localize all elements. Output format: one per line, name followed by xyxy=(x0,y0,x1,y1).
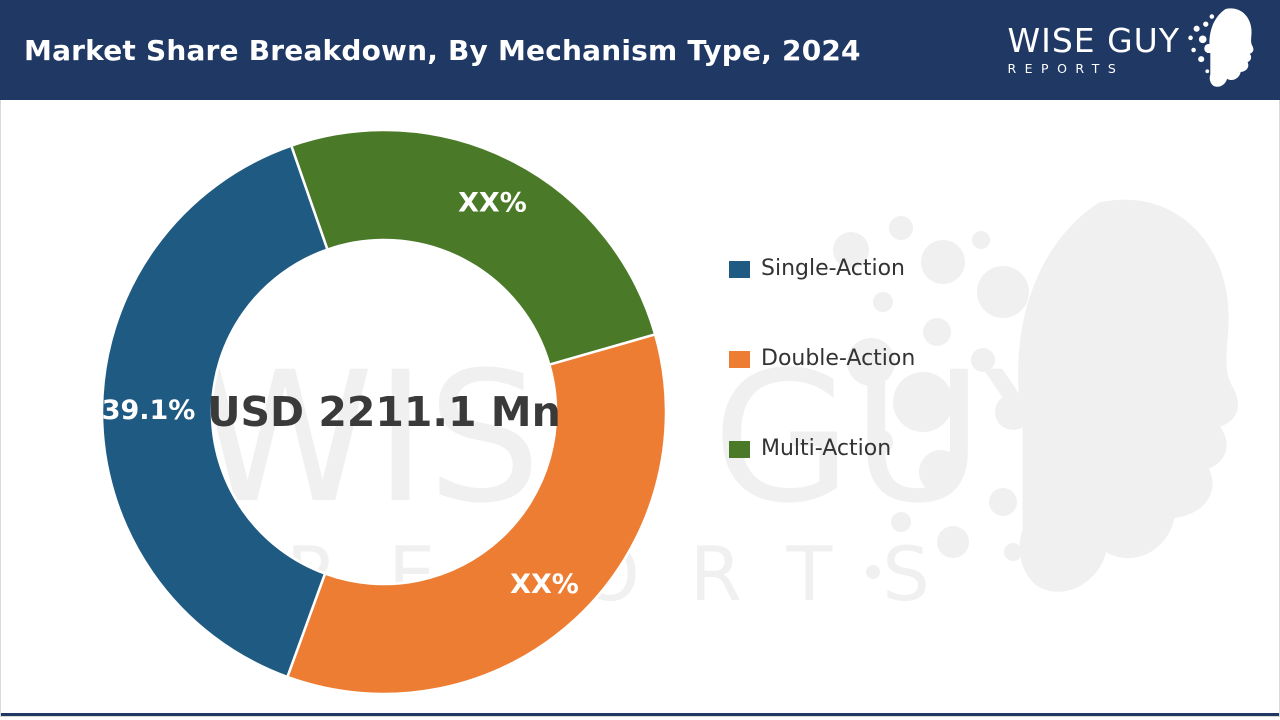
legend-label-double-action: Double-Action xyxy=(761,346,916,371)
donut-chart: XX% XX% 39.1% USD 2211.1 Mn xyxy=(100,128,668,696)
legend-item-single-action: Single-Action xyxy=(729,252,915,286)
legend-label-single-action: Single-Action xyxy=(761,256,905,281)
brand-text: WISE GUY REPORTS xyxy=(1007,20,1180,77)
header-bar: Market Share Breakdown, By Mechanism Typ… xyxy=(0,0,1280,100)
donut-segment-multi-action xyxy=(290,128,657,366)
slice-label-multi-action: XX% xyxy=(458,187,527,218)
slice-label-single-action: 39.1% xyxy=(102,395,196,426)
donut-slice-labels: XX% XX% 39.1% xyxy=(102,187,579,599)
brand-name: WISE GUY xyxy=(1007,20,1180,60)
legend-swatch-multi-action xyxy=(729,440,750,458)
chart-area: WISE GUY REPORTS XX% XX% 39.1% USD 2211.1 … xyxy=(0,100,1280,717)
legend-item-multi-action: Multi-Action xyxy=(729,432,915,466)
legend-swatch-single-action xyxy=(729,260,750,278)
slice-label-double-action: XX% xyxy=(510,569,579,600)
legend-item-double-action: Double-Action xyxy=(729,342,915,376)
bottom-accent-bar xyxy=(1,713,1279,716)
donut-center-value: USD 2211.1 Mn xyxy=(207,388,561,436)
brand-subtitle: REPORTS xyxy=(1007,61,1125,77)
legend-swatch-double-action xyxy=(729,350,750,368)
legend-label-multi-action: Multi-Action xyxy=(761,436,892,461)
page-title: Market Share Breakdown, By Mechanism Typ… xyxy=(24,33,861,67)
legend: Single-Action Double-Action Multi-Action xyxy=(729,252,915,522)
watermark-head xyxy=(1018,199,1239,592)
brand-head-icon xyxy=(1188,8,1254,87)
donut-segment-double-action xyxy=(286,333,668,696)
donut-wedges xyxy=(100,128,668,696)
donut-segment-single-action xyxy=(100,144,329,679)
brand-logo: WISE GUY REPORTS xyxy=(1007,7,1262,93)
brand-dots xyxy=(1188,14,1234,74)
